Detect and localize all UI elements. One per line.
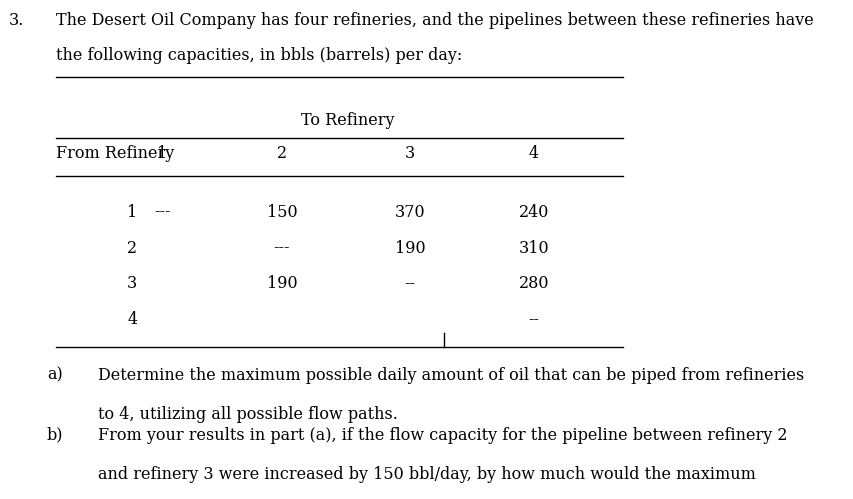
Text: 4: 4 xyxy=(127,311,137,328)
Text: 190: 190 xyxy=(394,240,425,256)
Text: 2: 2 xyxy=(276,145,287,162)
Text: 280: 280 xyxy=(518,275,548,292)
Text: to 4, utilizing all possible flow paths.: to 4, utilizing all possible flow paths. xyxy=(98,406,397,423)
Text: From your results in part (a), if the flow capacity for the pipeline between ref: From your results in part (a), if the fl… xyxy=(98,427,786,444)
Text: 1: 1 xyxy=(127,204,137,221)
Text: The Desert Oil Company has four refineries, and the pipelines between these refi: The Desert Oil Company has four refineri… xyxy=(55,12,812,29)
Text: 3: 3 xyxy=(127,275,137,292)
Text: --: -- xyxy=(404,275,415,292)
Text: 3: 3 xyxy=(404,145,415,162)
Text: ---: --- xyxy=(154,204,171,221)
Text: Determine the maximum possible daily amount of oil that can be piped from refine: Determine the maximum possible daily amo… xyxy=(98,367,804,384)
Text: 190: 190 xyxy=(266,275,297,292)
Text: a): a) xyxy=(47,367,62,384)
Text: 370: 370 xyxy=(394,204,425,221)
Text: 1: 1 xyxy=(157,145,167,162)
Text: 310: 310 xyxy=(518,240,548,256)
Text: 4: 4 xyxy=(528,145,538,162)
Text: and refinery 3 were increased by 150 bbl/day, by how much would the maximum: and refinery 3 were increased by 150 bbl… xyxy=(98,466,755,483)
Text: 2: 2 xyxy=(127,240,137,256)
Text: From Refinery: From Refinery xyxy=(55,145,173,162)
Text: the following capacities, in bbls (barrels) per day:: the following capacities, in bbls (barre… xyxy=(55,47,461,64)
Text: To Refinery: To Refinery xyxy=(301,112,394,129)
Text: 150: 150 xyxy=(266,204,297,221)
Text: ---: --- xyxy=(273,240,290,256)
Text: 240: 240 xyxy=(518,204,548,221)
Text: 3.: 3. xyxy=(9,12,24,29)
Text: b): b) xyxy=(47,427,63,444)
Text: --: -- xyxy=(528,311,538,328)
